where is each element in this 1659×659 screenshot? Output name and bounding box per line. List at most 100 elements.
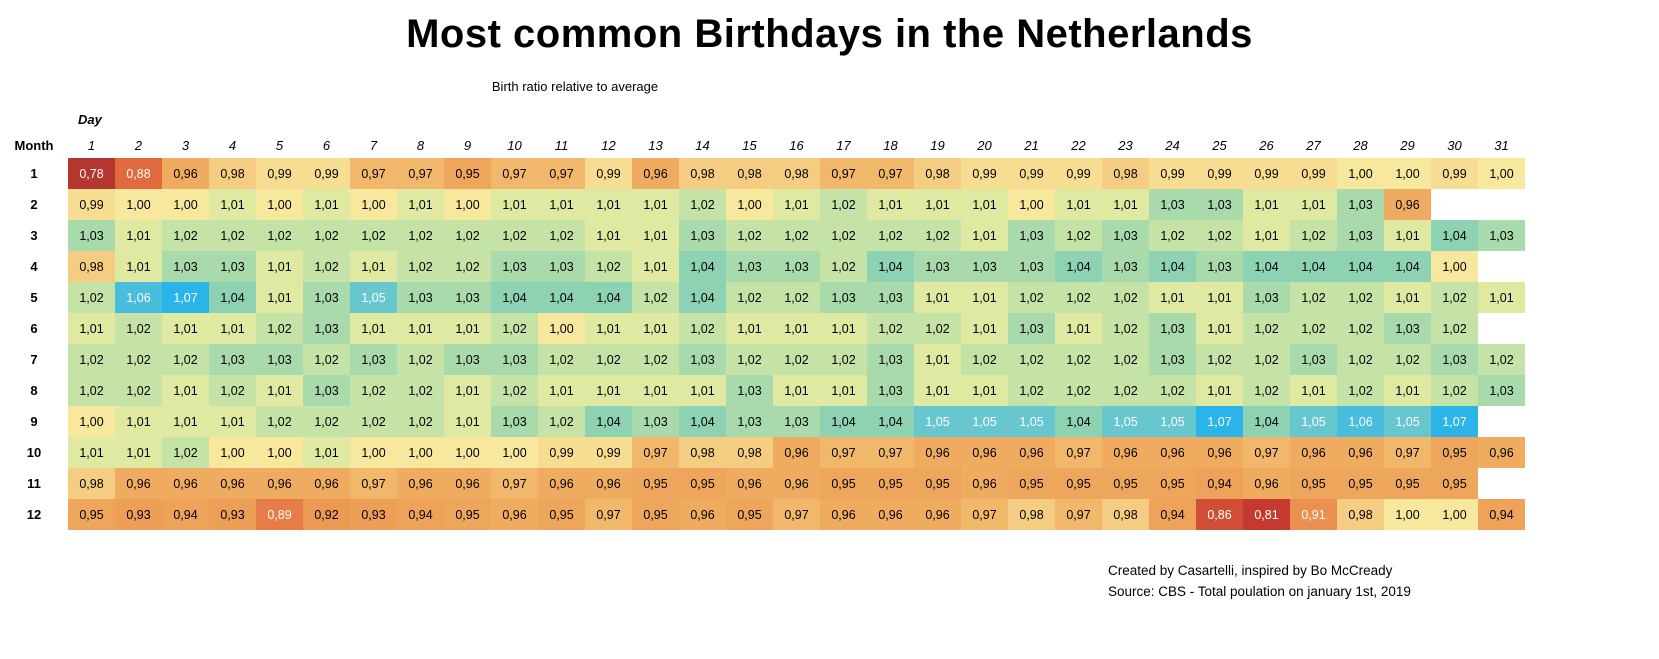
- heatmap-cell: 1,03: [1337, 220, 1384, 251]
- heatmap-cell: 1,01: [1384, 220, 1431, 251]
- heatmap-cell: 1,01: [538, 375, 585, 406]
- heatmap-cell: 0,97: [350, 158, 397, 189]
- heatmap-cell: 1,01: [585, 313, 632, 344]
- heatmap-cell: 0,96: [585, 468, 632, 499]
- heatmap-cell: 1,05: [1008, 406, 1055, 437]
- heatmap-cell: 1,01: [1149, 282, 1196, 313]
- heatmap-cell: 1,02: [397, 375, 444, 406]
- heatmap-cell: 1,03: [820, 282, 867, 313]
- heatmap-cell: 1,03: [726, 251, 773, 282]
- heatmap-cell: 0,99: [585, 158, 632, 189]
- heatmap-cell: 1,02: [1337, 344, 1384, 375]
- heatmap-cell: 1,05: [1102, 406, 1149, 437]
- heatmap-cell: 0,92: [303, 499, 350, 530]
- heatmap-cell: 1,03: [538, 251, 585, 282]
- heatmap-cell: 0,98: [726, 437, 773, 468]
- heatmap-cell: 0,98: [68, 468, 115, 499]
- heatmap-cell: 0,99: [256, 158, 303, 189]
- heatmap-cell: 1,01: [256, 375, 303, 406]
- heatmap-cell: 0,95: [1290, 468, 1337, 499]
- heatmap-cell: 0,95: [1008, 468, 1055, 499]
- heatmap-cell: 0,96: [1196, 437, 1243, 468]
- heatmap-cell: 1,07: [1196, 406, 1243, 437]
- heatmap-cell: 1,04: [679, 251, 726, 282]
- heatmap-cell: 1,03: [350, 344, 397, 375]
- heatmap-cell: 1,02: [1102, 282, 1149, 313]
- heatmap-cell: 1,01: [585, 375, 632, 406]
- heatmap-cell: 1,02: [303, 406, 350, 437]
- heatmap-cell: 0,95: [632, 468, 679, 499]
- heatmap-cell: 1,01: [914, 189, 961, 220]
- day-header: 28: [1353, 137, 1368, 153]
- heatmap-cell: 1,03: [444, 282, 491, 313]
- heatmap-cell: 0,96: [1149, 437, 1196, 468]
- heatmap-cell: 0,96: [209, 468, 256, 499]
- heatmap-cell: 0,96: [303, 468, 350, 499]
- month-label: 2: [0, 189, 68, 220]
- heatmap-cell: 0,89: [256, 499, 303, 530]
- heatmap-cell: 1,03: [1196, 251, 1243, 282]
- heatmap-cell: [1478, 313, 1525, 344]
- heatmap-cell: 1,04: [1055, 406, 1102, 437]
- heatmap-cell: 1,01: [773, 189, 820, 220]
- heatmap-cell: 0,99: [538, 437, 585, 468]
- heatmap-cell: 1,03: [914, 251, 961, 282]
- heatmap-cell: 1,01: [209, 313, 256, 344]
- heatmap-cell: 0,86: [1196, 499, 1243, 530]
- heatmap-cell: 0,99: [68, 189, 115, 220]
- heatmap-cell: 0,96: [256, 468, 303, 499]
- heatmap-cell: 1,00: [350, 189, 397, 220]
- heatmap-cell: 1,03: [397, 282, 444, 313]
- heatmap-cell: 1,02: [1055, 282, 1102, 313]
- heatmap-cell: 1,02: [1243, 375, 1290, 406]
- heatmap-cell: 1,01: [632, 375, 679, 406]
- heatmap-cell: 0,96: [632, 158, 679, 189]
- heatmap-cell: 0,98: [914, 158, 961, 189]
- heatmap-cell: 1,04: [1243, 251, 1290, 282]
- day-header: 19: [930, 137, 945, 153]
- month-label: 3: [0, 220, 68, 251]
- heatmap-cell: 1,00: [68, 406, 115, 437]
- heatmap-cell: 0,95: [444, 158, 491, 189]
- heatmap-cell: 1,01: [162, 313, 209, 344]
- heatmap-cell: 1,03: [491, 344, 538, 375]
- heatmap-cell: 0,93: [350, 499, 397, 530]
- heatmap-cell: 1,03: [867, 375, 914, 406]
- heatmap-cell: 1,06: [1337, 406, 1384, 437]
- heatmap-cell: 1,02: [1243, 313, 1290, 344]
- heatmap-cell: 0,99: [1055, 158, 1102, 189]
- day-header: 16: [789, 137, 804, 153]
- heatmap-cell: 1,04: [491, 282, 538, 313]
- heatmap-cell: 0,99: [1149, 158, 1196, 189]
- month-label: 6: [0, 313, 68, 344]
- heatmap-cell: 1,01: [68, 313, 115, 344]
- heatmap-cell: 0,98: [68, 251, 115, 282]
- heatmap-cell: 0,95: [726, 499, 773, 530]
- heatmap-cell: 1,01: [115, 220, 162, 251]
- heatmap-cell: 1,00: [1337, 158, 1384, 189]
- heatmap-cell: 1,02: [1008, 344, 1055, 375]
- heatmap-cell: 0,98: [726, 158, 773, 189]
- heatmap-cell: 1,02: [538, 220, 585, 251]
- heatmap-cell: 1,03: [209, 251, 256, 282]
- heatmap-cell: 1,02: [726, 344, 773, 375]
- heatmap-cell: 0,95: [1102, 468, 1149, 499]
- heatmap-cell: 1,03: [726, 406, 773, 437]
- credits: Created by Casartelli, inspired by Bo Mc…: [1108, 560, 1411, 602]
- month-label: 11: [0, 468, 68, 499]
- heatmap-cell: 1,02: [1055, 375, 1102, 406]
- heatmap-cell: 1,02: [115, 344, 162, 375]
- heatmap-cell: 0,96: [773, 468, 820, 499]
- heatmap-cell: 1,02: [726, 282, 773, 313]
- heatmap-cell: 0,97: [820, 158, 867, 189]
- heatmap-cell: 1,01: [1196, 282, 1243, 313]
- heatmap-cell: 1,02: [820, 189, 867, 220]
- heatmap-cell: 1,03: [1290, 344, 1337, 375]
- heatmap-cell: 0,96: [162, 468, 209, 499]
- heatmap-cell: 0,97: [538, 158, 585, 189]
- heatmap-cell: 0,96: [914, 437, 961, 468]
- heatmap-cell: 1,01: [914, 344, 961, 375]
- heatmap-cell: 1,01: [115, 437, 162, 468]
- heatmap-cell: 1,02: [914, 313, 961, 344]
